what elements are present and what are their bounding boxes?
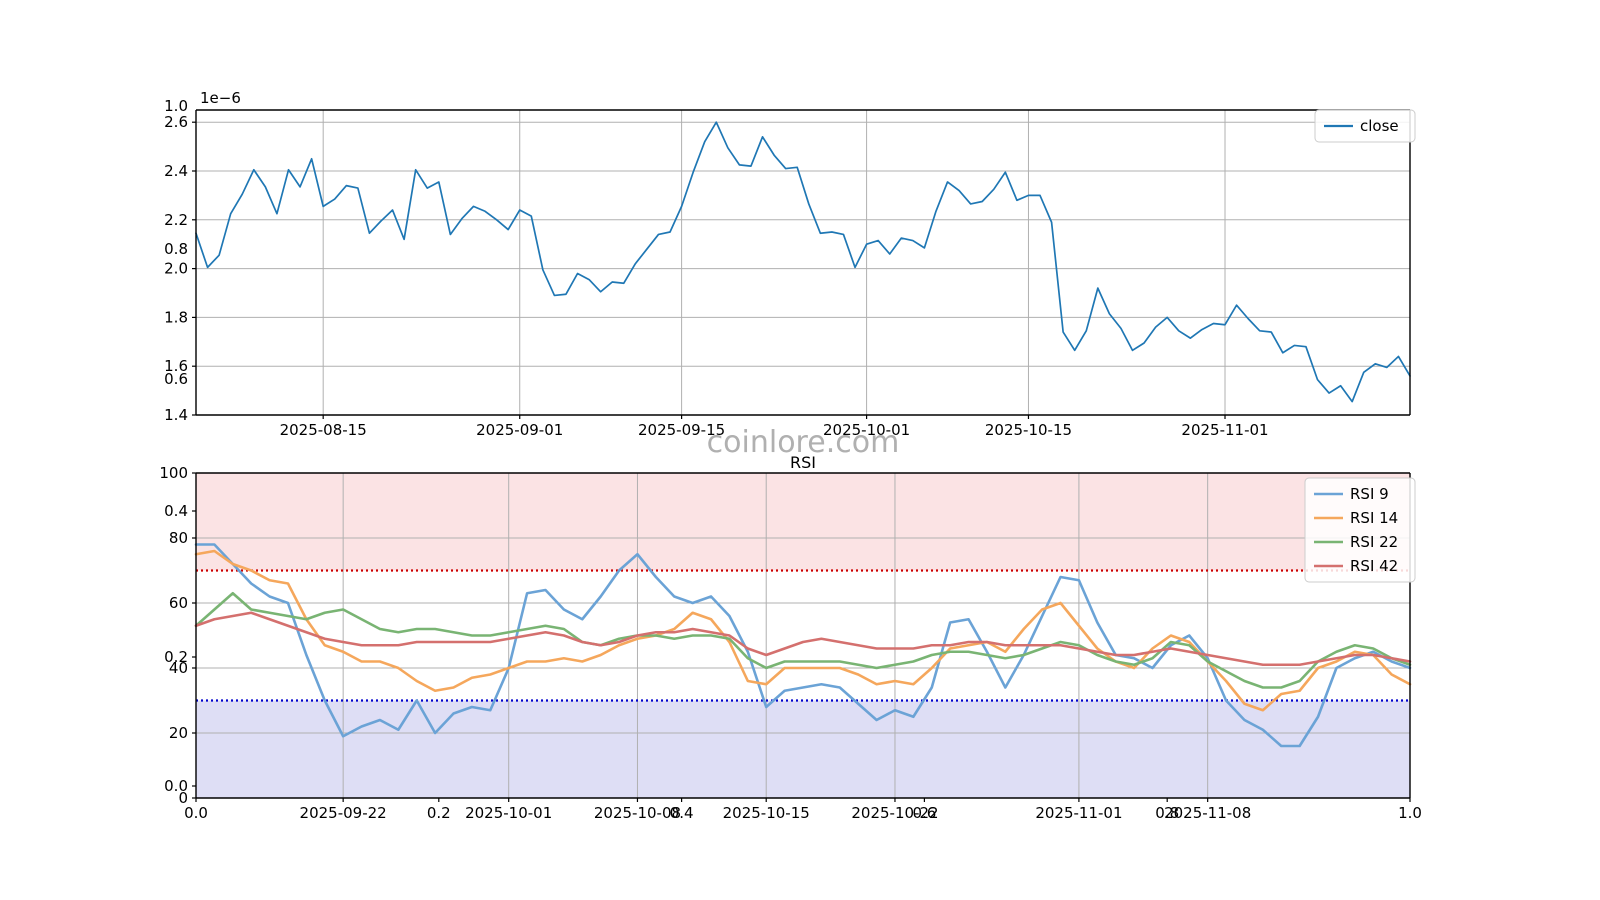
- rsi-threshold-lines: [196, 569, 1410, 702]
- rsi-y-tick-label: 20: [169, 724, 188, 742]
- rsi-x-tick-label-overlay: 0.4: [670, 804, 694, 822]
- price-x-tick-labels: 2025-08-15 2025-09-01 2025-09-15 2025-10-01…: [280, 415, 1269, 439]
- price-y-tick-labels-overlay: 1.0 0.8 0.6: [164, 97, 188, 388]
- legend-label-rsi-9: RSI 9: [1350, 485, 1389, 503]
- rsi-x-tick-label-overlay: 1.0: [1398, 804, 1422, 822]
- close-price-line: [195, 121, 1411, 403]
- rsi-x-tick-labels: 2025-09-22 2025-10-01 2025-10-08 2025-10-15…: [300, 798, 1251, 822]
- rsi-panel: 100 80 60 40 20 0 0.4 0.2 0.0 2025-09-22 2025-10…: [159, 453, 1422, 822]
- price-y-tick-label-overlay: 1.0: [164, 97, 188, 115]
- legend-label-rsi-42: RSI 42: [1350, 557, 1398, 575]
- rsi-y-tick-label: 40: [169, 659, 188, 677]
- price-legend-box: [1314, 109, 1416, 143]
- price-y-tick-label: 2.6: [164, 113, 188, 131]
- rsi-x-tick-label: 2025-10-08: [594, 804, 681, 822]
- coinlore-watermark: coinlore.com: [707, 425, 900, 460]
- legend-label-rsi-22: RSI 22: [1350, 533, 1398, 551]
- price-y-tick-label: 2.4: [164, 162, 188, 180]
- price-y-tick-label-overlay: 0.6: [164, 370, 188, 388]
- close-series-path: [195, 121, 1411, 403]
- legend-label-rsi-14: RSI 14: [1350, 509, 1398, 527]
- rsi-x-tick-label: 2025-10-15: [723, 804, 810, 822]
- rsi-series-lines: [194, 543, 1412, 748]
- rsi-y-tick-labels: 100 80 60 40 20 0: [159, 464, 196, 807]
- price-panel: 2.6 2.4 2.2 2.0 1.8 1.6 1.4 1.0 0.8 0.6 2025-08-…: [164, 89, 1416, 439]
- rsi-legend-box: [1304, 477, 1416, 583]
- price-x-tick-label: 2025-09-01: [476, 421, 563, 439]
- rsi-series-path-2: [194, 591, 1412, 689]
- rsi-y-tick-label-overlay: 0.4: [164, 502, 188, 520]
- rsi-y-tick-label-overlay: 0.2: [164, 648, 188, 666]
- rsi-x-tick-label: 2025-11-08: [1164, 804, 1251, 822]
- rsi-x-tick-label-overlay: 0.8: [1155, 804, 1179, 822]
- rsi-x-tick-label-overlay: 0.0: [184, 804, 208, 822]
- price-axis-spines: [195, 109, 1411, 416]
- rsi-chart-title: RSI: [790, 453, 816, 472]
- price-y-tick-label: 1.6: [164, 357, 188, 375]
- price-gridlines: [196, 110, 1410, 415]
- price-legend[interactable]: close: [1314, 109, 1416, 143]
- rsi-series-path-3: [194, 611, 1412, 667]
- rsi-y-tick-label: 0: [178, 789, 188, 807]
- rsi-band-overbought: [196, 473, 1410, 571]
- rsi-band-oversold: [196, 700, 1410, 798]
- price-y-tick-label: 2.2: [164, 211, 188, 229]
- rsi-y-tick-label: 100: [159, 464, 188, 482]
- rsi-series-path-0: [194, 543, 1412, 748]
- rsi-y-tick-label: 60: [169, 594, 188, 612]
- price-y-tick-label-overlay: 0.8: [164, 240, 188, 258]
- price-y-tick-label: 2.0: [164, 260, 188, 278]
- price-x-tick-label: 2025-10-15: [985, 421, 1072, 439]
- legend-label-close: close: [1360, 117, 1399, 135]
- price-x-tick-label: 2025-08-15: [280, 421, 367, 439]
- price-y-tick-label: 1.8: [164, 308, 188, 326]
- rsi-y-tick-labels-overlay: 0.4 0.2 0.0: [164, 502, 196, 795]
- rsi-y-tick-label: 80: [169, 529, 188, 547]
- price-y-tick-labels: 2.6 2.4 2.2 2.0 1.8 1.6 1.4: [164, 113, 196, 424]
- price-plot-background: [196, 110, 1410, 415]
- rsi-x-tick-label: 2025-09-22: [300, 804, 387, 822]
- rsi-x-tick-label-overlay: 0.2: [427, 804, 451, 822]
- price-x-tick-label: 2025-09-15: [638, 421, 725, 439]
- rsi-y-tick-label-overlay: 0.0: [164, 777, 188, 795]
- rsi-legend[interactable]: RSI 9 RSI 14 RSI 22 RSI 42: [1304, 477, 1416, 583]
- rsi-x-tick-labels-overlay: 0.0 0.2 0.4 0.6 0.8 1.0: [184, 798, 1422, 822]
- price-axis-offset-label: 1e−6: [200, 89, 241, 107]
- rsi-x-tick-label: 2025-10-22: [851, 804, 938, 822]
- price-x-tick-label: 2025-10-01: [823, 421, 910, 439]
- rsi-x-tick-label: 2025-11-01: [1035, 804, 1122, 822]
- rsi-x-tick-label-overlay: 0.6: [912, 804, 936, 822]
- price-x-tick-label: 2025-11-01: [1181, 421, 1268, 439]
- rsi-x-tick-label: 2025-10-01: [465, 804, 552, 822]
- price-y-tick-label: 1.4: [164, 406, 188, 424]
